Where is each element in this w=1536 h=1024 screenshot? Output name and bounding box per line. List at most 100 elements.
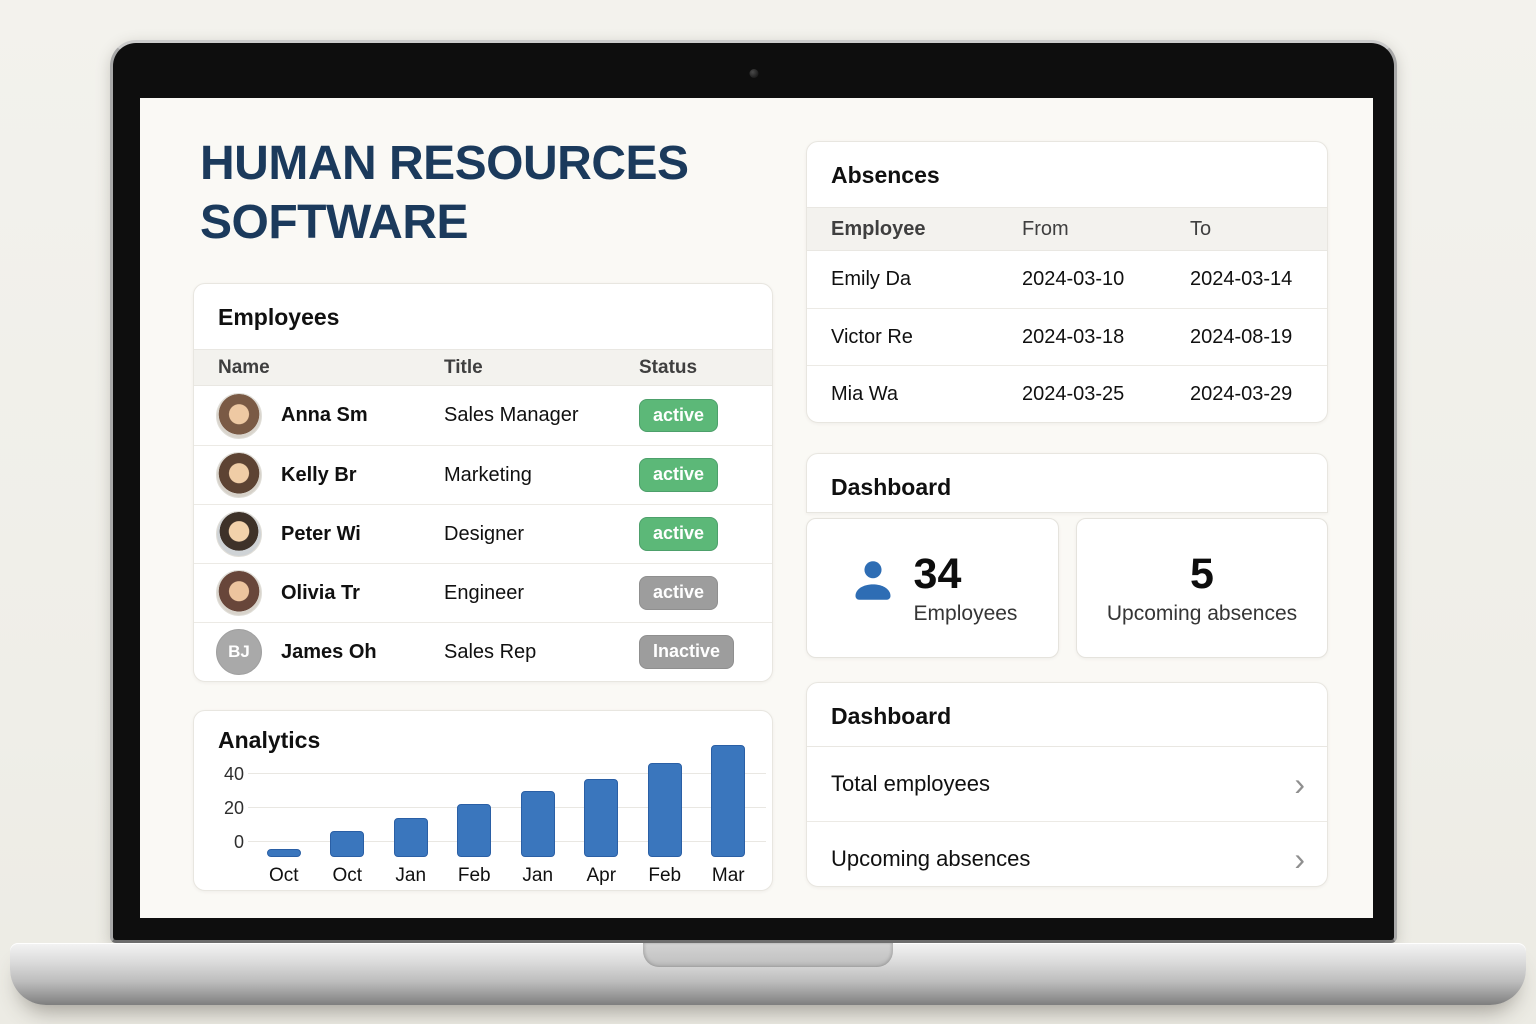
link-label: Total employees (831, 771, 990, 796)
absences-panel: Absences Employee From To Emily Da 2024-… (806, 141, 1328, 423)
gridline (248, 840, 766, 842)
absence-employee: Victor Re (831, 325, 913, 348)
link-label: Upcoming absences (831, 845, 1031, 871)
absences-panel-title: Absences (831, 162, 940, 188)
employee-name: James Oh (281, 640, 377, 663)
chart-bar (266, 848, 301, 857)
bar-slot: Feb (633, 743, 697, 886)
y-tick-label: 20 (223, 797, 244, 818)
chart-bar (457, 804, 492, 857)
person-icon (855, 561, 891, 600)
chevron-right-icon: › (1294, 840, 1305, 877)
gridline (248, 772, 766, 774)
employees-count-label: Employees (913, 602, 1018, 625)
absence-from: 2024-03-25 (1022, 382, 1125, 405)
analytics-plot: Oct Oct Jan Feb Jan Apr Feb Mar (248, 743, 766, 886)
employees-panel-title: Employees (218, 304, 340, 330)
absence-from: 2024-03-18 (1022, 325, 1125, 348)
upcoming-absences-count: 5 (1190, 550, 1214, 598)
stat-card-employees: 34 Employees (806, 518, 1059, 658)
analytics-panel: Analytics 40 20 0 Oct Oct Jan Feb Jan Apr Feb Mar (193, 710, 773, 891)
status-badge: active (639, 398, 719, 433)
x-tick-label: Jan (395, 865, 427, 886)
employee-title: Marketing (444, 463, 532, 486)
x-tick-label: Oct (268, 865, 299, 886)
y-tick-label: 40 (223, 763, 244, 784)
table-row[interactable]: Anna Sm Sales Manager active (194, 386, 772, 445)
avatar-initials: BJ (216, 629, 262, 675)
column-header-status: Status (639, 356, 698, 378)
avatar (216, 570, 262, 616)
avatar (216, 452, 262, 498)
x-tick-label: Feb (648, 865, 682, 886)
avatar (216, 511, 262, 557)
dashboard-stats-title: Dashboard (831, 474, 952, 500)
laptop-base (10, 943, 1526, 1005)
chevron-right-icon: › (1294, 766, 1305, 802)
x-tick-label: Mar (711, 865, 745, 886)
x-tick-label: Jan (522, 865, 554, 886)
employees-table-header: Name Title Status (194, 349, 772, 386)
column-header-from: From (1022, 217, 1069, 240)
table-row[interactable]: Kelly Br Marketing active (194, 445, 772, 504)
chart-bar (711, 744, 746, 857)
x-tick-label: Oct (332, 865, 363, 886)
column-header-to: To (1190, 217, 1212, 240)
bar-slot: Jan (379, 743, 443, 886)
employee-title: Sales Rep (444, 640, 537, 663)
x-tick-label: Apr (586, 865, 617, 886)
table-row[interactable]: Olivia Tr Engineer active (194, 563, 772, 622)
employees-count: 34 (913, 550, 962, 598)
laptop-lid: HUMAN RESOURCES SOFTWARE Employees Name … (110, 40, 1397, 943)
absence-employee: Emily Da (831, 268, 912, 290)
dashboard-links-panel: Dashboard Total employees › Upcoming abs… (806, 682, 1328, 887)
link-row-total-employees[interactable]: Total employees › (807, 747, 1327, 821)
y-tick-label: 0 (233, 831, 244, 852)
dashboard-stats-header: Dashboard (806, 453, 1328, 513)
bar-series: Oct Oct Jan Feb Jan Apr Feb Mar (252, 743, 761, 886)
column-header-employee: Employee (831, 217, 926, 240)
employee-title: Engineer (444, 581, 525, 604)
table-row[interactable]: Mia Wa 2024-03-25 2024-03-29 (807, 365, 1327, 422)
absence-from: 2024-03-10 (1022, 268, 1125, 290)
laptop-base-notch (643, 943, 893, 967)
bar-slot: Mar (697, 743, 761, 886)
absence-employee: Mia Wa (831, 382, 899, 405)
absences-table-header: Employee From To (807, 207, 1327, 251)
avatar (216, 392, 262, 439)
status-badge: active (639, 576, 719, 610)
laptop-screen: HUMAN RESOURCES SOFTWARE Employees Name … (140, 98, 1373, 918)
page-title: HUMAN RESOURCES SOFTWARE (200, 137, 689, 249)
link-row-upcoming-absences[interactable]: Upcoming absences › (807, 821, 1327, 886)
absence-to: 2024-03-29 (1190, 382, 1293, 405)
bar-slot: Oct (252, 743, 316, 886)
table-row[interactable]: Peter Wi Designer active (194, 504, 772, 563)
chart-bar (330, 831, 365, 857)
webcam-icon (749, 69, 758, 78)
chart-bar (584, 778, 619, 857)
employees-panel: Employees Name Title Status Anna Sm Sale… (193, 283, 773, 682)
dashboard-stats-panel: Dashboard 34 Employees (806, 453, 1328, 664)
chart-bar (520, 790, 555, 857)
analytics-panel-title: Analytics (218, 727, 321, 753)
table-row[interactable]: Emily Da 2024-03-10 2024-03-14 (807, 251, 1327, 308)
column-header-title: Title (444, 356, 483, 378)
chart-bar (647, 763, 682, 857)
upcoming-absences-count-label: Upcoming absences (1106, 602, 1298, 625)
absence-to: 2024-03-14 (1190, 268, 1293, 290)
table-row[interactable]: BJ James Oh Sales Rep Inactive (194, 622, 772, 681)
employee-title: Sales Manager (444, 404, 579, 426)
bar-slot: Apr (570, 743, 634, 886)
x-tick-label: Feb (457, 865, 491, 886)
employee-name: Anna Sm (281, 404, 368, 426)
bar-slot: Jan (506, 743, 570, 886)
bar-slot: Oct (316, 743, 380, 886)
bar-slot: Feb (443, 743, 507, 886)
status-badge: active (639, 458, 719, 492)
dashboard-links-title: Dashboard (807, 683, 1327, 747)
gridline (248, 806, 766, 808)
table-row[interactable]: Victor Re 2024-03-18 2024-08-19 (807, 308, 1327, 365)
employee-name: Kelly Br (281, 463, 357, 486)
employee-title: Designer (444, 522, 525, 545)
employee-name: Peter Wi (281, 522, 361, 545)
